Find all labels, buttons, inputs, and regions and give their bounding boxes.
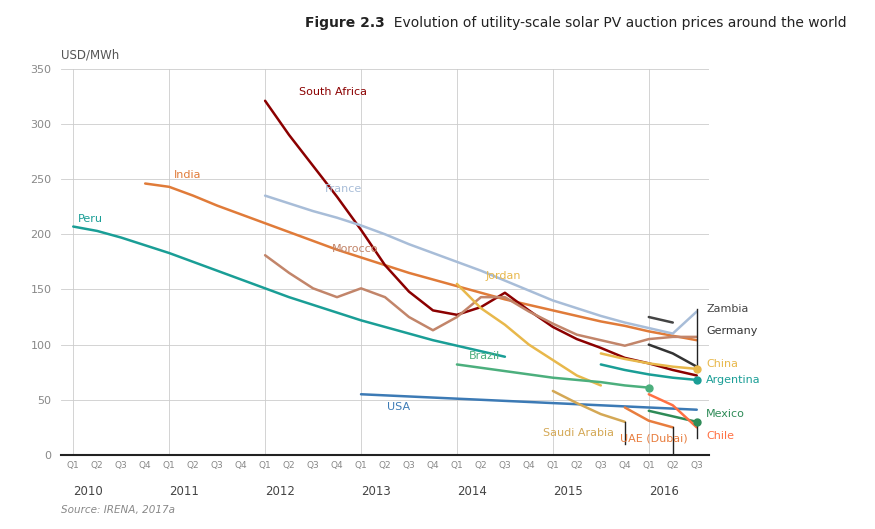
Text: France: France bbox=[325, 184, 362, 194]
Text: USA: USA bbox=[388, 403, 410, 413]
Text: UAE (Dubai): UAE (Dubai) bbox=[620, 433, 688, 443]
Text: India: India bbox=[174, 170, 201, 180]
Text: 2014: 2014 bbox=[457, 486, 486, 498]
Text: Mexico: Mexico bbox=[706, 409, 745, 419]
Text: 2012: 2012 bbox=[265, 486, 295, 498]
Text: 2010: 2010 bbox=[74, 486, 103, 498]
Text: 2016: 2016 bbox=[648, 486, 679, 498]
Text: Argentina: Argentina bbox=[706, 375, 761, 385]
Text: Jordan: Jordan bbox=[486, 271, 522, 281]
Text: Figure 2.3: Figure 2.3 bbox=[305, 16, 385, 30]
Text: South Africa: South Africa bbox=[298, 87, 367, 97]
Text: Germany: Germany bbox=[706, 326, 758, 336]
Text: Morocco: Morocco bbox=[332, 244, 379, 253]
Text: 2015: 2015 bbox=[553, 486, 583, 498]
Text: Saudi Arabia: Saudi Arabia bbox=[543, 428, 614, 438]
Text: 2013: 2013 bbox=[361, 486, 391, 498]
Text: Brazil: Brazil bbox=[469, 351, 500, 361]
Text: Zambia: Zambia bbox=[706, 304, 749, 314]
Text: 2011: 2011 bbox=[169, 486, 199, 498]
Text: Source: IRENA, 2017a: Source: IRENA, 2017a bbox=[61, 505, 175, 515]
Text: Evolution of utility-scale solar PV auction prices around the world: Evolution of utility-scale solar PV auct… bbox=[385, 16, 847, 30]
Text: Chile: Chile bbox=[706, 431, 734, 441]
Text: USD/MWh: USD/MWh bbox=[61, 48, 120, 61]
Text: China: China bbox=[706, 360, 738, 369]
Text: Peru: Peru bbox=[78, 214, 103, 224]
